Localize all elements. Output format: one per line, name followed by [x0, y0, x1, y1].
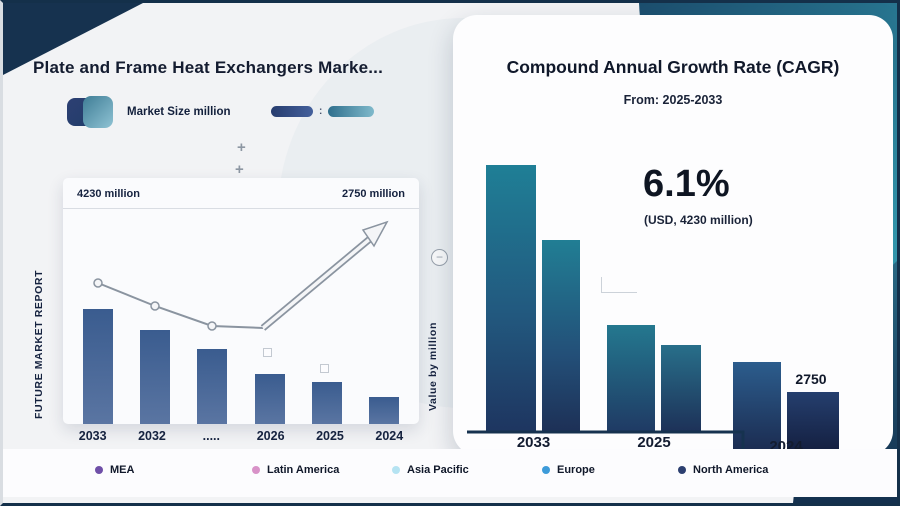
value-label-left: 4230 million	[77, 188, 140, 200]
plus-icon: +	[237, 139, 246, 156]
decorative-bracket	[601, 277, 637, 293]
cagr-subtitle: From: 2025-2033	[623, 93, 723, 107]
bar-group-2033	[486, 165, 581, 432]
legend-item-asia-pacific: Asia Pacific	[392, 464, 469, 476]
decorative-pills: :	[271, 106, 375, 117]
bar-value-label: 2750	[795, 371, 827, 387]
bar-2026	[254, 373, 285, 424]
x-label: 2033	[78, 429, 107, 443]
bar-2033	[82, 309, 113, 424]
pill-navy	[271, 106, 313, 117]
mini-chart-x-axis: 2033 2032 ..... 2026 2025 2024	[63, 429, 419, 443]
minus-circle-icon: −	[431, 249, 448, 266]
legend-dot-latin-america	[252, 466, 260, 474]
bar-2025	[311, 382, 342, 424]
bar-2025-b	[661, 344, 701, 432]
legend-label: MEA	[110, 464, 135, 476]
market-size-legend-label: Market Size million	[127, 106, 231, 118]
value-label-right: 2750 million	[342, 188, 405, 200]
x-label: 2026	[256, 429, 285, 443]
bar-2032	[139, 330, 170, 424]
pill-teal	[328, 106, 375, 117]
region-legend: MEA Latin America Asia Pacific Europe No…	[3, 449, 897, 497]
legend-item-latin-america: Latin America	[252, 464, 339, 476]
mini-chart-bars	[69, 309, 413, 424]
x-label: 2032	[138, 429, 166, 443]
left-mini-chart: 4230 million 2750 million	[63, 178, 419, 424]
bar-2025-a	[607, 324, 655, 432]
year-label-2033: 2033	[516, 434, 551, 451]
value-axis-label: Value by million	[427, 322, 439, 411]
bar-2024	[369, 397, 400, 424]
bar-2033-a	[486, 165, 536, 432]
legend-item-mea: MEA	[95, 464, 134, 476]
legend-label: North America	[693, 464, 769, 476]
legend-item-europe: Europe	[542, 464, 595, 476]
cagr-card: Compound Annual Growth Rate (CAGR) From:…	[453, 15, 893, 455]
legend-label: Asia Pacific	[407, 464, 469, 476]
pill-separator: :	[319, 106, 323, 117]
ghost-square	[263, 348, 272, 357]
mini-chart-header: 4230 million 2750 million	[63, 178, 419, 209]
database-icon-front	[83, 96, 113, 128]
left-chart-title: Plate and Frame Heat Exchangers Marke...	[33, 58, 384, 77]
bar-2033-b	[542, 240, 580, 432]
bar-group-2024	[733, 185, 839, 452]
watermark-vertical-text: FUTURE MARKET REPORT	[33, 269, 45, 419]
ghost-square-2	[320, 364, 329, 373]
year-label-2025: 2025	[637, 434, 671, 451]
legend-item-north-america: North America	[678, 464, 768, 476]
legend-dot-europe	[542, 466, 550, 474]
legend-label: Europe	[557, 464, 595, 476]
cagr-value: 6.1%	[643, 163, 730, 205]
database-icon	[67, 96, 113, 128]
legend-label: Latin America	[267, 464, 340, 476]
market-size-legend: Market Size million	[67, 95, 231, 129]
legend-dot-mea	[95, 466, 103, 474]
corner-wedge	[3, 3, 143, 75]
cagr-detail: (USD, 4230 million)	[644, 213, 753, 227]
plus-icon-2: +	[235, 161, 244, 178]
legend-dot-north-america	[678, 466, 686, 474]
legend-dot-asia-pacific	[392, 466, 400, 474]
x-label: 2024	[375, 429, 404, 443]
bar-group-2025	[607, 165, 701, 432]
x-label: .....	[202, 429, 220, 443]
x-label: 2025	[316, 429, 344, 443]
cagr-title: Compound Annual Growth Rate (CAGR)	[506, 57, 840, 77]
bar-mid	[197, 348, 228, 424]
